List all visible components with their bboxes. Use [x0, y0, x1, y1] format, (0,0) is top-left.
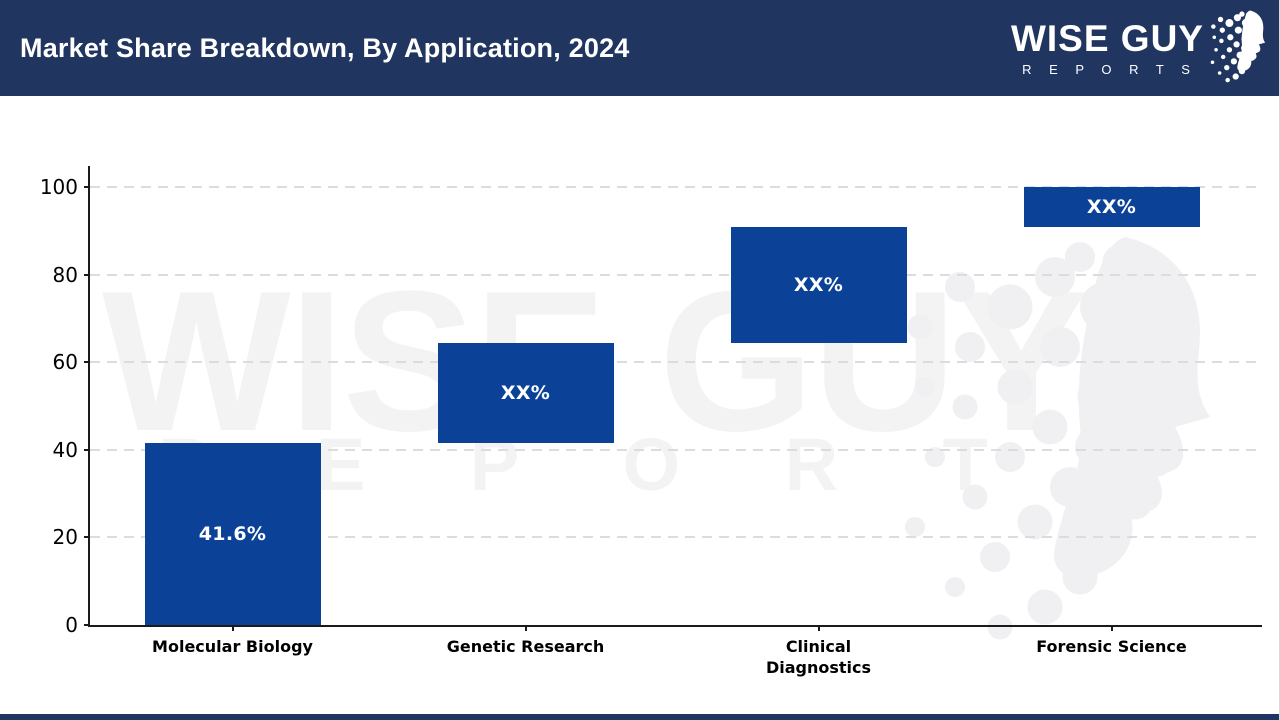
x-axis-tick	[524, 625, 527, 631]
brand-subtitle: R E P O R T S	[1022, 61, 1197, 77]
bar-value-label: 41.6%	[198, 522, 267, 545]
gridline	[90, 186, 1262, 189]
y-axis-tick	[84, 361, 90, 364]
y-axis-label: 100	[39, 175, 78, 200]
x-axis-category-label: Genetic Research	[446, 637, 605, 656]
x-axis-tick	[1110, 625, 1113, 631]
plot-area: 0 20 40 60 80 100 41.6% XX% XX% XX% Molecular Biol…	[40, 166, 1262, 677]
y-axis-label: 40	[52, 437, 78, 462]
brand-wordmark: WISE GUY R E P O R T S	[1011, 20, 1204, 77]
x-axis-category-label: Clinical Diagnostics	[765, 637, 872, 677]
y-axis-tick	[84, 273, 90, 276]
dotted-head-icon	[1210, 10, 1266, 83]
bar-value-label: XX%	[500, 381, 551, 404]
gridline	[90, 536, 1262, 539]
y-axis-label: 20	[52, 525, 78, 550]
gridline	[90, 273, 1262, 276]
x-axis-category-label: Molecular Biology	[152, 637, 313, 656]
brand-logo: WISE GUY R E P O R T S	[1011, 6, 1279, 90]
x-axis-tick	[817, 625, 820, 631]
gridline	[90, 448, 1262, 451]
x-axis-tick	[231, 625, 234, 631]
bar: XX%	[730, 226, 907, 343]
y-axis-tick	[84, 186, 90, 189]
brand-name: WISE GUY	[1010, 17, 1204, 59]
bar: XX%	[1023, 187, 1200, 227]
bar-value-label: XX%	[793, 273, 844, 296]
y-axis-label: 80	[52, 262, 78, 287]
y-axis-tick	[84, 536, 90, 539]
header-bar: Market Share Breakdown, By Application, …	[0, 0, 1279, 96]
x-axis-category-label: Forensic Science	[1036, 637, 1187, 656]
y-axis-tick	[84, 624, 90, 626]
footer-bar	[0, 714, 1279, 720]
y-axis-tick	[84, 448, 90, 451]
bar: 41.6%	[144, 442, 321, 625]
bar-value-label: XX%	[1086, 195, 1137, 218]
bar: XX%	[437, 342, 614, 443]
page-title: Market Share Breakdown, By Application, …	[20, 32, 630, 63]
gridline	[90, 361, 1262, 364]
y-axis-label: 60	[52, 350, 78, 375]
y-axis-label: 0	[65, 613, 78, 637]
